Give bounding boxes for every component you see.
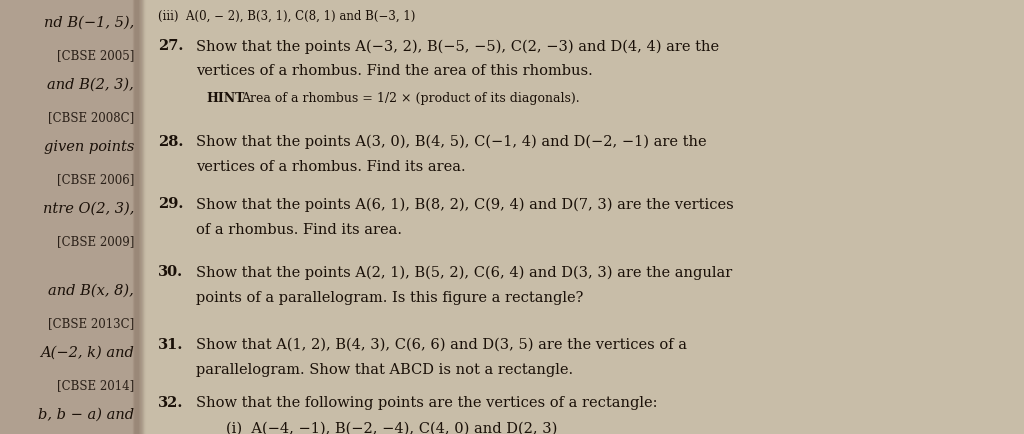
Text: Area of a rhombus = 1/2 × (product of its diagonals).: Area of a rhombus = 1/2 × (product of it… — [241, 92, 580, 104]
Text: 30.: 30. — [158, 265, 183, 279]
Bar — [140, 0, 142, 434]
Text: Show that the points A(−3, 2), B(−5, −5), C(2, −3) and D(4, 4) are the: Show that the points A(−3, 2), B(−5, −5)… — [196, 39, 719, 53]
Text: [CBSE 2009]: [CBSE 2009] — [56, 235, 134, 248]
Bar — [137, 0, 139, 434]
Bar — [140, 0, 142, 434]
Bar — [142, 0, 144, 434]
Bar — [136, 0, 138, 434]
Text: A(−2, k) and: A(−2, k) and — [40, 345, 134, 358]
Text: vertices of a rhombus. Find its area.: vertices of a rhombus. Find its area. — [196, 160, 466, 174]
Text: and B(x, 8),: and B(x, 8), — [48, 283, 134, 296]
Bar — [141, 0, 143, 434]
Text: 28.: 28. — [158, 135, 183, 148]
Text: [CBSE 2005]: [CBSE 2005] — [56, 49, 134, 62]
Bar — [142, 0, 144, 434]
Bar — [133, 0, 135, 434]
Text: [CBSE 2008C]: [CBSE 2008C] — [48, 111, 134, 124]
Bar — [139, 0, 141, 434]
Text: b, b − a) and: b, b − a) and — [38, 407, 134, 421]
Bar — [136, 0, 138, 434]
Text: parallelogram. Show that ABCD is not a rectangle.: parallelogram. Show that ABCD is not a r… — [196, 362, 573, 376]
Text: Show that the points A(3, 0), B(4, 5), C(−1, 4) and D(−2, −1) are the: Show that the points A(3, 0), B(4, 5), C… — [196, 135, 707, 149]
Text: and B(2, 3),: and B(2, 3), — [47, 77, 134, 91]
Text: [CBSE 2013C]: [CBSE 2013C] — [48, 316, 134, 329]
Text: [CBSE 2014]: [CBSE 2014] — [56, 378, 134, 391]
Bar — [139, 0, 141, 434]
Bar — [135, 0, 137, 434]
Text: of a rhombus. Find its area.: of a rhombus. Find its area. — [196, 222, 402, 236]
Text: points of a parallelogram. Is this figure a rectangle?: points of a parallelogram. Is this figur… — [196, 290, 584, 304]
Text: given points: given points — [44, 139, 134, 153]
Text: Show that the points A(6, 1), B(8, 2), C(9, 4) and D(7, 3) are the vertices: Show that the points A(6, 1), B(8, 2), C… — [196, 197, 734, 211]
Text: (i)  A(−4, −1), B(−2, −4), C(4, 0) and D(2, 3): (i) A(−4, −1), B(−2, −4), C(4, 0) and D(… — [226, 421, 557, 434]
Bar — [135, 0, 137, 434]
Text: (iii)  A(0, − 2), B(3, 1), C(8, 1) and B(−3, 1): (iii) A(0, − 2), B(3, 1), C(8, 1) and B(… — [158, 10, 416, 23]
Bar — [138, 0, 140, 434]
Bar — [134, 0, 136, 434]
Text: Show that A(1, 2), B(4, 3), C(6, 6) and D(3, 5) are the vertices of a: Show that A(1, 2), B(4, 3), C(6, 6) and … — [196, 337, 687, 351]
Text: Show that the points A(2, 1), B(5, 2), C(6, 4) and D(3, 3) are the angular: Show that the points A(2, 1), B(5, 2), C… — [196, 265, 732, 279]
Text: 29.: 29. — [158, 197, 183, 211]
Text: [CBSE 2006]: [CBSE 2006] — [56, 173, 134, 186]
Bar — [134, 0, 136, 434]
Bar — [138, 0, 140, 434]
Bar — [0, 0, 138, 434]
Text: ntre O(2, 3),: ntre O(2, 3), — [43, 201, 134, 215]
Text: Show that the following points are the vertices of a rectangle:: Show that the following points are the v… — [196, 395, 657, 409]
Text: nd B(−1, 5),: nd B(−1, 5), — [44, 15, 134, 29]
Text: HINT: HINT — [206, 92, 245, 104]
Bar — [141, 0, 143, 434]
Text: 31.: 31. — [158, 337, 183, 351]
Bar — [137, 0, 139, 434]
Bar — [133, 0, 135, 434]
Text: vertices of a rhombus. Find the area of this rhombus.: vertices of a rhombus. Find the area of … — [196, 64, 593, 78]
Text: 32.: 32. — [158, 395, 183, 409]
Text: 27.: 27. — [158, 39, 183, 53]
